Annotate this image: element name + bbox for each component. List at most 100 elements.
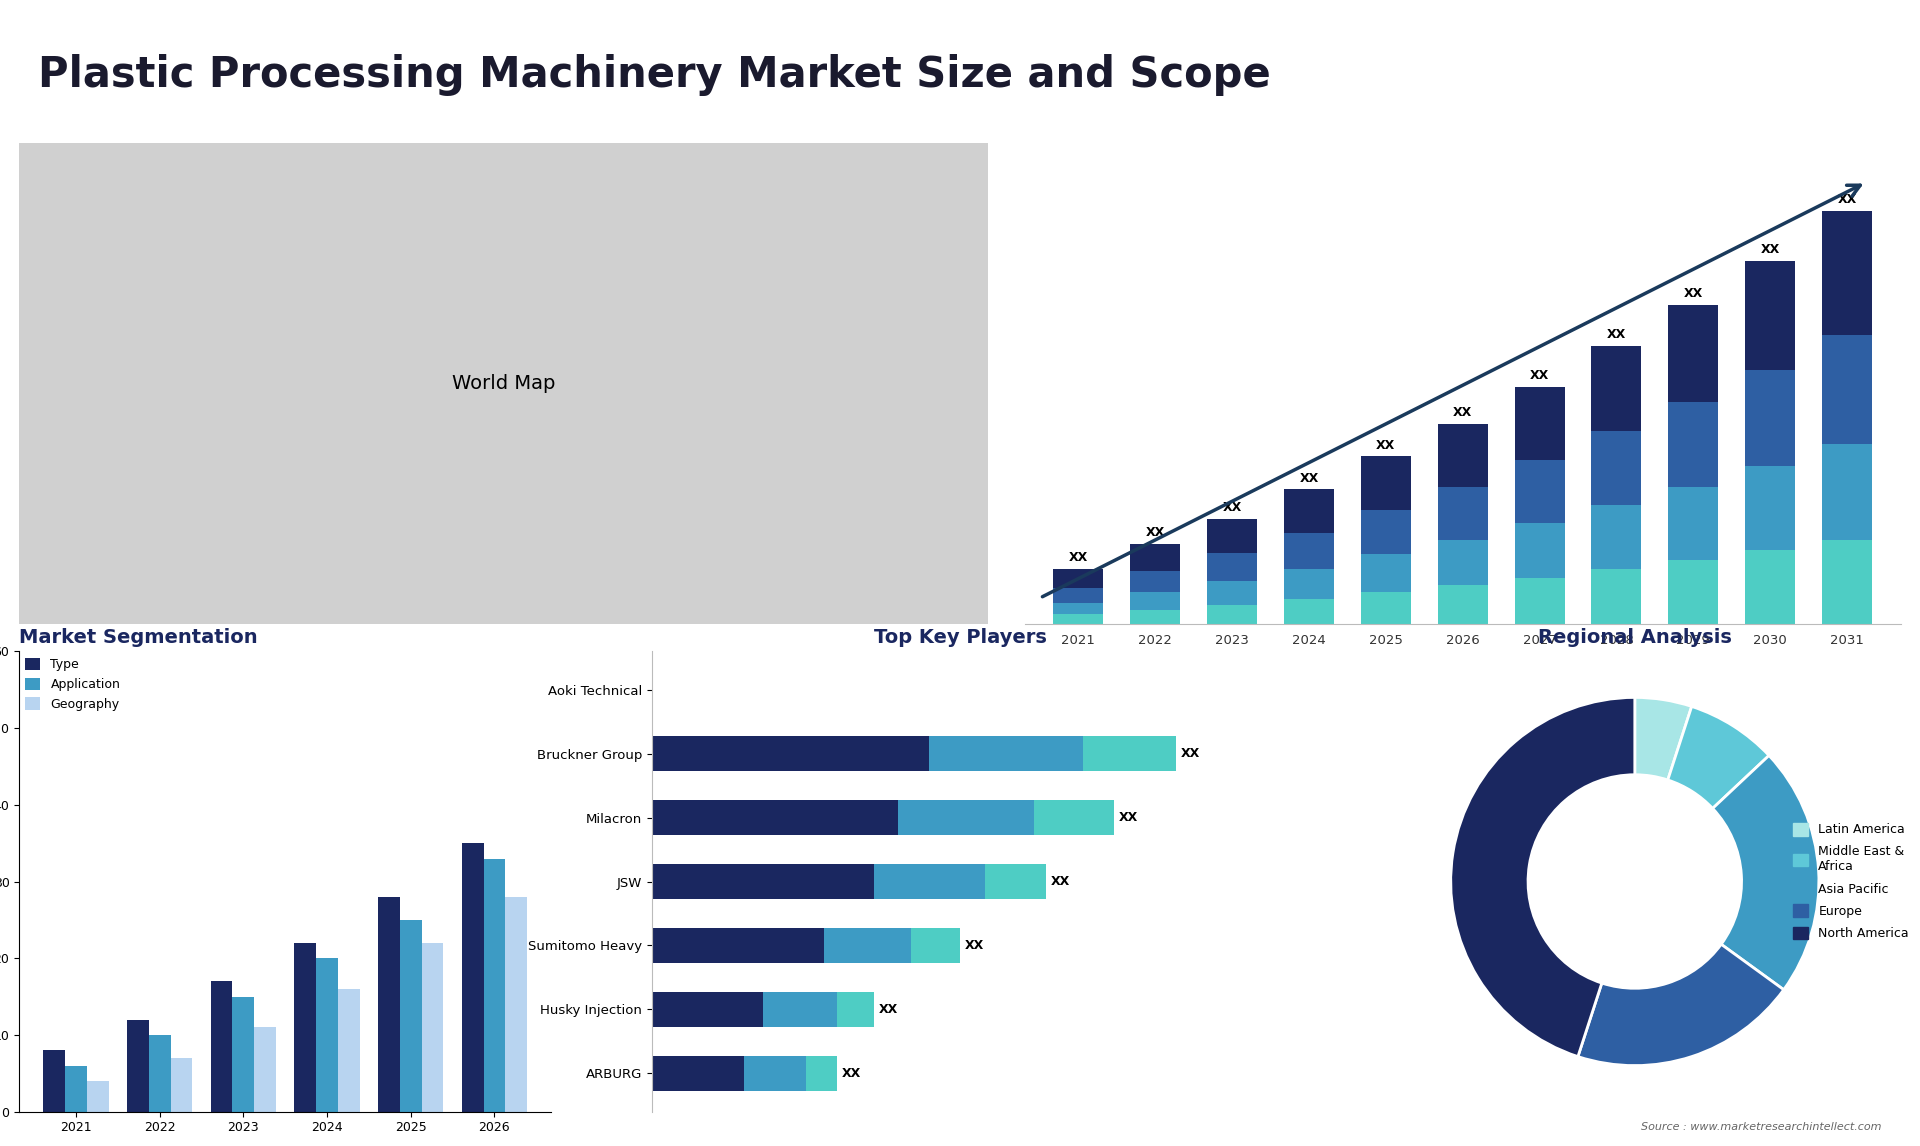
Wedge shape (1634, 698, 1692, 780)
Text: XX: XX (966, 939, 985, 952)
Bar (1745, 261, 1795, 370)
Text: XX: XX (1377, 439, 1396, 452)
Text: XX: XX (1146, 526, 1165, 539)
Bar (86, 1081, 109, 1112)
Bar (1438, 586, 1488, 625)
Bar (929, 736, 1083, 771)
Bar (1131, 592, 1181, 610)
Bar (399, 920, 422, 1112)
Text: XX: XX (1607, 328, 1626, 342)
Bar (1083, 736, 1175, 771)
Bar (461, 843, 484, 1112)
Text: World Map: World Map (451, 375, 555, 393)
Bar (1438, 540, 1488, 586)
Bar (1592, 431, 1642, 505)
Bar (1745, 466, 1795, 550)
Bar (1208, 518, 1258, 554)
Bar (484, 858, 505, 1112)
Bar (505, 897, 526, 1112)
Bar (653, 800, 899, 835)
Bar (653, 736, 929, 771)
Circle shape (1528, 775, 1741, 988)
Bar (1131, 543, 1181, 571)
Bar (1208, 605, 1258, 625)
Wedge shape (1452, 698, 1634, 1057)
Bar (1668, 305, 1718, 402)
Bar (211, 981, 232, 1112)
Bar (1668, 487, 1718, 560)
Bar (171, 1058, 192, 1112)
Text: MARKET
RESEARCH
INTELLECT: MARKET RESEARCH INTELLECT (1836, 54, 1893, 91)
Bar (653, 1055, 745, 1091)
Bar (1054, 603, 1104, 614)
Bar (985, 864, 1046, 900)
Bar (1361, 456, 1411, 510)
Wedge shape (1578, 944, 1784, 1066)
Bar (1438, 487, 1488, 540)
Bar (1592, 568, 1642, 625)
Bar (1668, 560, 1718, 625)
Bar (1131, 571, 1181, 592)
Text: XX: XX (1837, 194, 1857, 206)
Bar (1822, 444, 1872, 540)
Bar (1745, 550, 1795, 625)
Bar (1822, 211, 1872, 336)
Bar (44, 1050, 65, 1112)
Text: XX: XX (1050, 876, 1071, 888)
Bar (653, 991, 762, 1027)
Bar (1515, 461, 1565, 524)
Bar (1208, 581, 1258, 605)
Bar (1361, 592, 1411, 625)
Bar (1284, 533, 1334, 568)
Wedge shape (1668, 706, 1768, 808)
Bar (1745, 370, 1795, 466)
Bar (150, 1035, 171, 1112)
Bar (1668, 402, 1718, 487)
Bar (1054, 588, 1104, 603)
Bar (1284, 568, 1334, 599)
Bar (653, 864, 874, 900)
Bar (378, 897, 399, 1112)
Text: Source : www.marketresearchintellect.com: Source : www.marketresearchintellect.com (1642, 1122, 1882, 1132)
Text: Market Segmentation: Market Segmentation (19, 628, 257, 647)
Bar (910, 928, 960, 963)
Bar (1438, 424, 1488, 487)
Bar (127, 1020, 150, 1112)
Text: XX: XX (1684, 288, 1703, 300)
Bar (1054, 568, 1104, 588)
Bar (1208, 554, 1258, 581)
Text: XX: XX (1119, 811, 1139, 824)
Text: XX: XX (1530, 369, 1549, 382)
Bar (874, 864, 985, 900)
Bar (1592, 505, 1642, 568)
Bar (1822, 540, 1872, 625)
Bar (338, 989, 359, 1112)
Bar (899, 800, 1033, 835)
Legend: Type, Application, Geography: Type, Application, Geography (25, 658, 121, 711)
Text: XX: XX (1300, 472, 1319, 485)
Text: Plastic Processing Machinery Market Size and Scope: Plastic Processing Machinery Market Size… (38, 54, 1271, 96)
Bar (1592, 346, 1642, 431)
Text: XX: XX (879, 1003, 899, 1015)
Bar (837, 991, 874, 1027)
Title: Top Key Players: Top Key Players (874, 628, 1046, 647)
Bar (1284, 599, 1334, 625)
Legend: Latin America, Middle East &
Africa, Asia Pacific, Europe, North America: Latin America, Middle East & Africa, Asi… (1788, 818, 1914, 945)
Bar (294, 943, 317, 1112)
Bar (1515, 386, 1565, 461)
Wedge shape (1713, 755, 1818, 990)
Bar (1054, 614, 1104, 625)
Bar (1515, 524, 1565, 578)
Bar (1822, 336, 1872, 444)
Bar (1131, 610, 1181, 625)
Bar (1284, 489, 1334, 533)
Text: XX: XX (1181, 747, 1200, 760)
Bar (253, 1027, 276, 1112)
Bar (653, 928, 824, 963)
Bar (65, 1066, 86, 1112)
Bar (232, 997, 253, 1112)
Bar (1361, 555, 1411, 592)
Bar (1361, 510, 1411, 555)
Title: Regional Analysis: Regional Analysis (1538, 628, 1732, 647)
Text: XX: XX (1069, 551, 1089, 564)
